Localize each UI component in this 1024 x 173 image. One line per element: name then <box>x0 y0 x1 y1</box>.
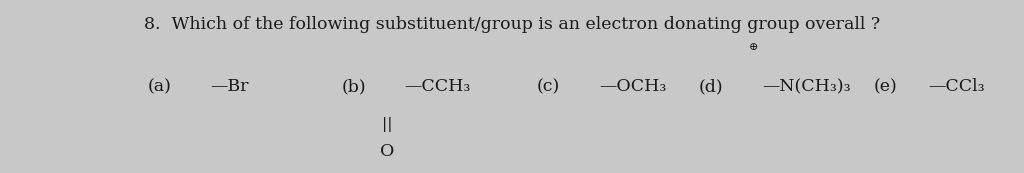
Text: (b): (b) <box>341 78 366 95</box>
Text: —N(CH₃)₃: —N(CH₃)₃ <box>763 78 851 95</box>
Text: —Br: —Br <box>210 78 249 95</box>
Text: —OCH₃: —OCH₃ <box>599 78 667 95</box>
Text: ⊕: ⊕ <box>749 42 758 52</box>
Text: (a): (a) <box>147 78 171 95</box>
Text: —CCl₃: —CCl₃ <box>928 78 985 95</box>
Text: ||: || <box>382 117 392 132</box>
Text: (e): (e) <box>873 78 897 95</box>
Text: (c): (c) <box>537 78 559 95</box>
Text: O: O <box>380 143 394 160</box>
Text: 8.  Which of the following substituent/group is an electron donating group overa: 8. Which of the following substituent/gr… <box>144 16 880 33</box>
Text: —CCH₃: —CCH₃ <box>404 78 471 95</box>
Text: (d): (d) <box>699 78 724 95</box>
